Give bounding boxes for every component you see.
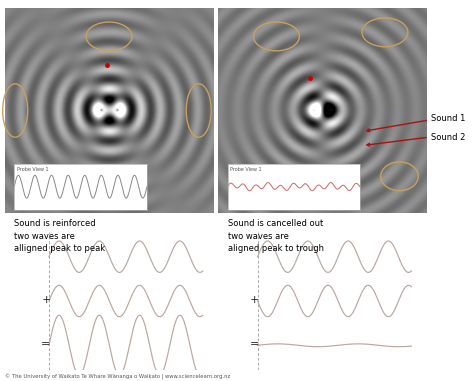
Text: Probe View 1: Probe View 1 bbox=[17, 168, 48, 173]
Text: +: + bbox=[41, 295, 51, 304]
Text: Sound 1: Sound 1 bbox=[431, 114, 466, 123]
Text: Sound is reinforced
two waves are
alligned peak to peak: Sound is reinforced two waves are allign… bbox=[14, 219, 105, 253]
Text: Probe View 1: Probe View 1 bbox=[230, 168, 262, 173]
Text: +: + bbox=[250, 295, 259, 304]
Text: =: = bbox=[41, 339, 51, 349]
Text: =: = bbox=[250, 339, 259, 349]
Text: © The University of Waikato Te Whare Wānanga o Waikato | www.sciencelearn.org.nz: © The University of Waikato Te Whare Wān… bbox=[5, 374, 230, 380]
Text: Sound is cancelled out
two waves are
aligned peak to trough: Sound is cancelled out two waves are ali… bbox=[228, 219, 324, 253]
Text: Sound 2: Sound 2 bbox=[431, 133, 466, 142]
